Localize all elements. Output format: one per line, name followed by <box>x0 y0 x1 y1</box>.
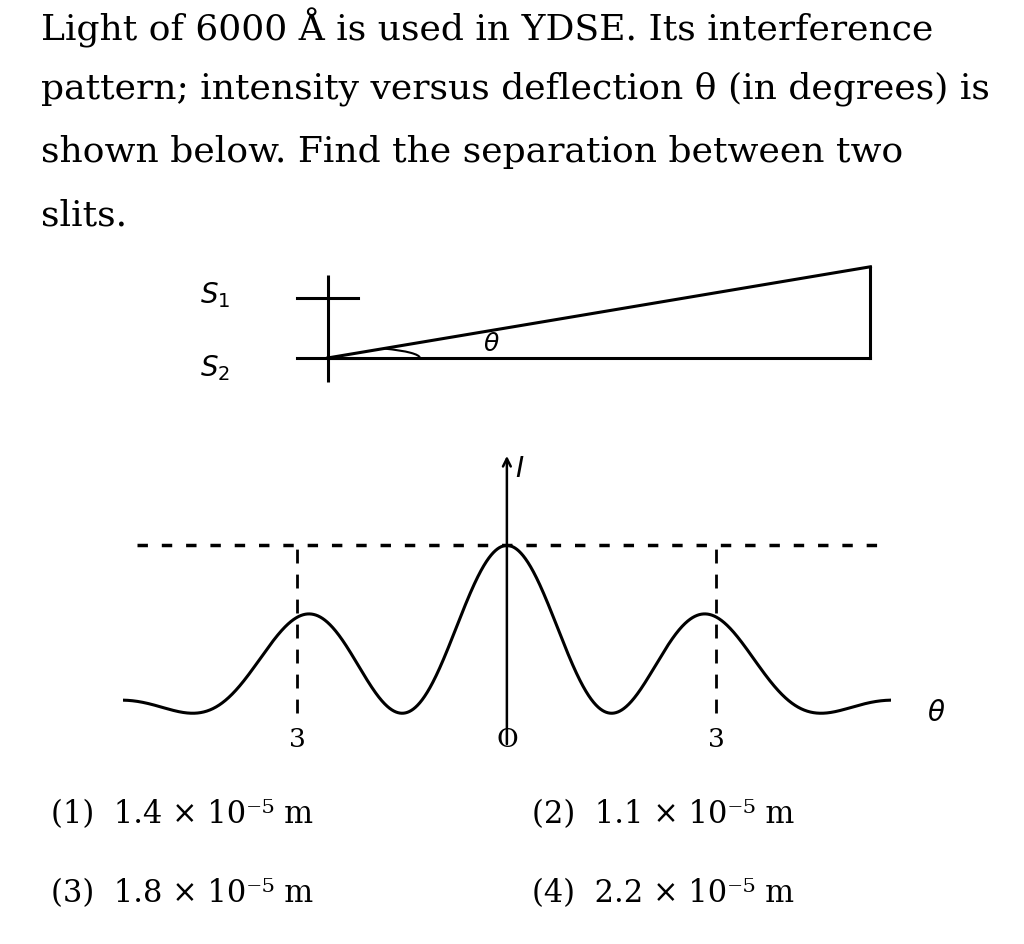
Text: (2)  1.1 × 10⁻⁵ m: (2) 1.1 × 10⁻⁵ m <box>532 800 795 831</box>
Text: slits.: slits. <box>41 198 127 232</box>
Text: (4)  2.2 × 10⁻⁵ m: (4) 2.2 × 10⁻⁵ m <box>532 878 795 909</box>
Text: 3: 3 <box>289 727 306 751</box>
Text: $\theta$: $\theta$ <box>927 700 945 727</box>
Text: pattern; intensity versus deflection θ (in degrees) is: pattern; intensity versus deflection θ (… <box>41 72 990 106</box>
Text: $I$: $I$ <box>515 457 524 483</box>
Text: O: O <box>496 727 518 751</box>
Text: shown below. Find the separation between two: shown below. Find the separation between… <box>41 135 903 169</box>
Text: Light of 6000 Å is used in YDSE. Its interference: Light of 6000 Å is used in YDSE. Its int… <box>41 8 933 48</box>
Text: $\theta$: $\theta$ <box>483 332 500 356</box>
Text: (1)  1.4 × 10⁻⁵ m: (1) 1.4 × 10⁻⁵ m <box>51 800 313 831</box>
Text: (3)  1.8 × 10⁻⁵ m: (3) 1.8 × 10⁻⁵ m <box>51 878 313 909</box>
Text: 3: 3 <box>708 727 725 751</box>
Text: $S_1$: $S_1$ <box>200 280 230 311</box>
Text: $S_2$: $S_2$ <box>200 353 230 382</box>
